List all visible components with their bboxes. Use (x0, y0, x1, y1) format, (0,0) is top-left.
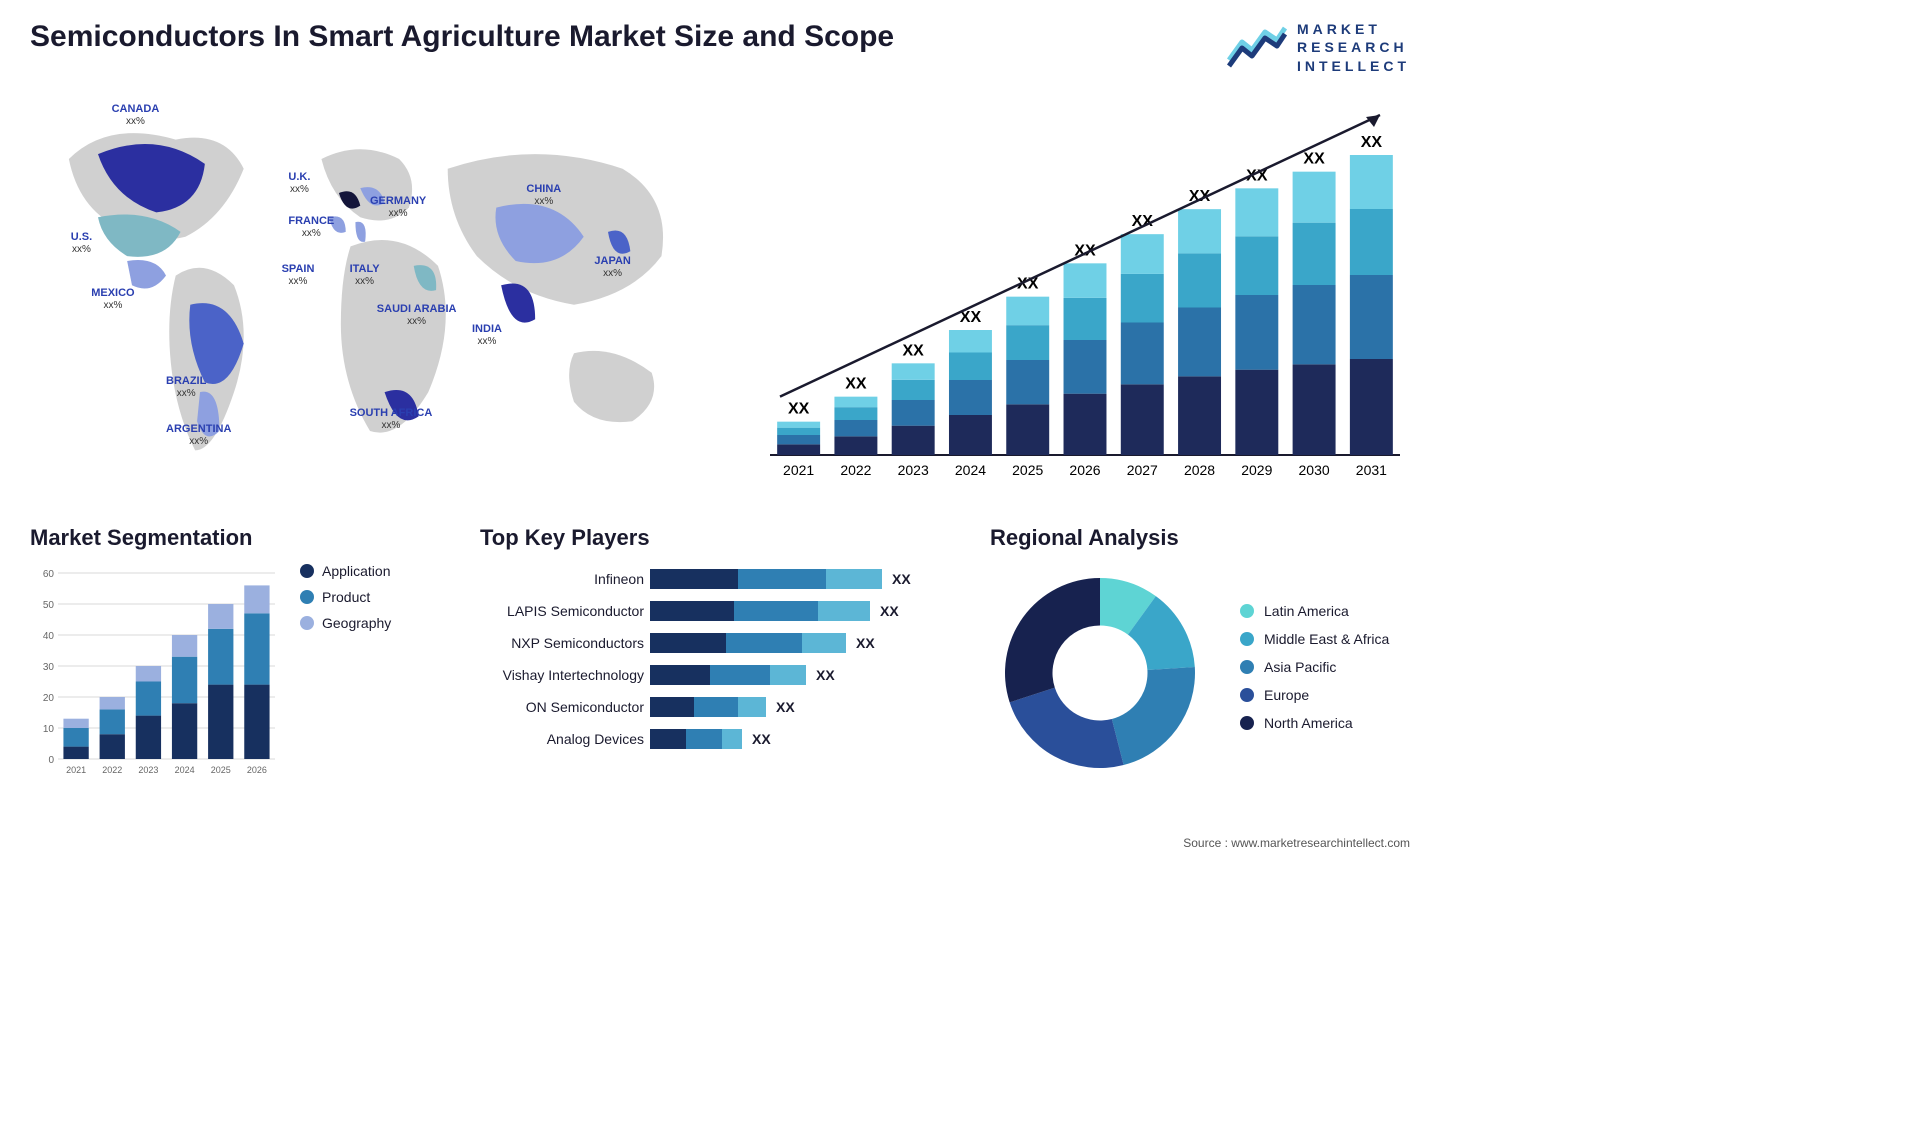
country-label: BRAZILxx% (166, 375, 206, 399)
world-map: CANADAxx% U.S.xx% MEXICOxx% BRAZILxx% ARGENT… (30, 95, 710, 495)
player-row: InfineonXX (480, 563, 960, 595)
legend-item: Europe (1240, 687, 1389, 703)
page-title: Semiconductors In Smart Agriculture Mark… (30, 20, 894, 54)
regional-legend: Latin America Middle East & Africa Asia Pa… (1240, 603, 1389, 743)
legend-item: Application (300, 563, 391, 579)
segmentation-legend: Application Product Geography (300, 563, 391, 783)
players-title: Top Key Players (480, 525, 960, 551)
country-label: SAUDI ARABIAxx% (377, 303, 457, 327)
country-label: MEXICOxx% (91, 287, 134, 311)
logo-icon (1227, 20, 1287, 75)
svg-text:2023: 2023 (138, 765, 158, 775)
svg-text:2023: 2023 (898, 462, 929, 478)
top-row: CANADAxx% U.S.xx% MEXICOxx% BRAZILxx% ARGENT… (30, 95, 1410, 495)
segmentation-title: Market Segmentation (30, 525, 450, 551)
legend-item: North America (1240, 715, 1389, 731)
svg-text:0: 0 (48, 755, 54, 766)
svg-text:XX: XX (1303, 151, 1325, 168)
legend-item: Asia Pacific (1240, 659, 1389, 675)
svg-text:2024: 2024 (955, 462, 986, 478)
segmentation-panel: Market Segmentation 0 10 20 30 40 50 60 2021 202… (30, 525, 450, 805)
legend-item: Latin America (1240, 603, 1389, 619)
svg-text:2029: 2029 (1241, 462, 1272, 478)
svg-text:2024: 2024 (175, 765, 195, 775)
svg-text:10: 10 (43, 724, 55, 735)
country-label: U.K.xx% (288, 171, 310, 195)
regional-panel: Regional Analysis Latin America Middle Ea… (990, 525, 1410, 805)
svg-text:20: 20 (43, 693, 55, 704)
country-label: FRANCExx% (288, 215, 334, 239)
regional-donut (990, 563, 1210, 783)
country-label: U.S.xx% (71, 231, 92, 255)
player-row: LAPIS SemiconductorXX (480, 595, 960, 627)
svg-text:40: 40 (43, 631, 55, 642)
source-text: Source : www.marketresearchintellect.com (1183, 836, 1410, 850)
country-label: CANADAxx% (112, 103, 160, 127)
svg-text:2021: 2021 (783, 462, 814, 478)
svg-text:2027: 2027 (1127, 462, 1158, 478)
country-label: GERMANYxx% (370, 195, 426, 219)
svg-text:XX: XX (1361, 134, 1383, 151)
segmentation-chart: 0 10 20 30 40 50 60 2021 2022 2023 2024 2025 2026 (30, 563, 280, 783)
player-row: Vishay IntertechnologyXX (480, 659, 960, 691)
country-label: JAPANxx% (594, 255, 630, 279)
svg-text:XX: XX (845, 376, 867, 393)
logo-line1: MARKET (1297, 20, 1410, 38)
svg-text:2022: 2022 (840, 462, 871, 478)
svg-text:2022: 2022 (102, 765, 122, 775)
growth-chart: XX2021XX2022XX2023XX2024XX2025XX2026XX20… (750, 95, 1410, 495)
brand-logo: MARKET RESEARCH INTELLECT (1227, 20, 1410, 75)
country-label: INDIAxx% (472, 323, 502, 347)
bottom-row: Market Segmentation 0 10 20 30 40 50 60 2021 202… (30, 525, 1410, 805)
svg-text:60: 60 (43, 569, 55, 580)
country-label: ARGENTINAxx% (166, 423, 231, 447)
legend-item: Middle East & Africa (1240, 631, 1389, 647)
svg-text:2031: 2031 (1356, 462, 1387, 478)
svg-text:2025: 2025 (1012, 462, 1043, 478)
logo-line2: RESEARCH (1297, 38, 1410, 56)
header: Semiconductors In Smart Agriculture Mark… (30, 20, 1410, 75)
player-row: ON SemiconductorXX (480, 691, 960, 723)
svg-text:2030: 2030 (1299, 462, 1330, 478)
player-row: Analog DevicesXX (480, 723, 960, 755)
svg-text:2026: 2026 (1069, 462, 1100, 478)
players-chart: InfineonXXLAPIS SemiconductorXXNXP Semic… (480, 563, 960, 755)
svg-text:2021: 2021 (66, 765, 86, 775)
svg-text:2028: 2028 (1184, 462, 1215, 478)
svg-text:XX: XX (788, 401, 810, 418)
svg-text:XX: XX (903, 342, 925, 359)
country-label: ITALYxx% (350, 263, 380, 287)
players-panel: Top Key Players InfineonXXLAPIS Semicond… (480, 525, 960, 805)
svg-text:2026: 2026 (247, 765, 267, 775)
country-label: SOUTH AFRICAxx% (350, 407, 433, 431)
legend-item: Geography (300, 615, 391, 631)
svg-text:2025: 2025 (211, 765, 231, 775)
country-label: CHINAxx% (526, 183, 561, 207)
country-label: SPAINxx% (282, 263, 315, 287)
svg-text:50: 50 (43, 600, 55, 611)
legend-item: Product (300, 589, 391, 605)
regional-title: Regional Analysis (990, 525, 1410, 551)
svg-text:30: 30 (43, 662, 55, 673)
player-row: NXP SemiconductorsXX (480, 627, 960, 659)
logo-line3: INTELLECT (1297, 57, 1410, 75)
